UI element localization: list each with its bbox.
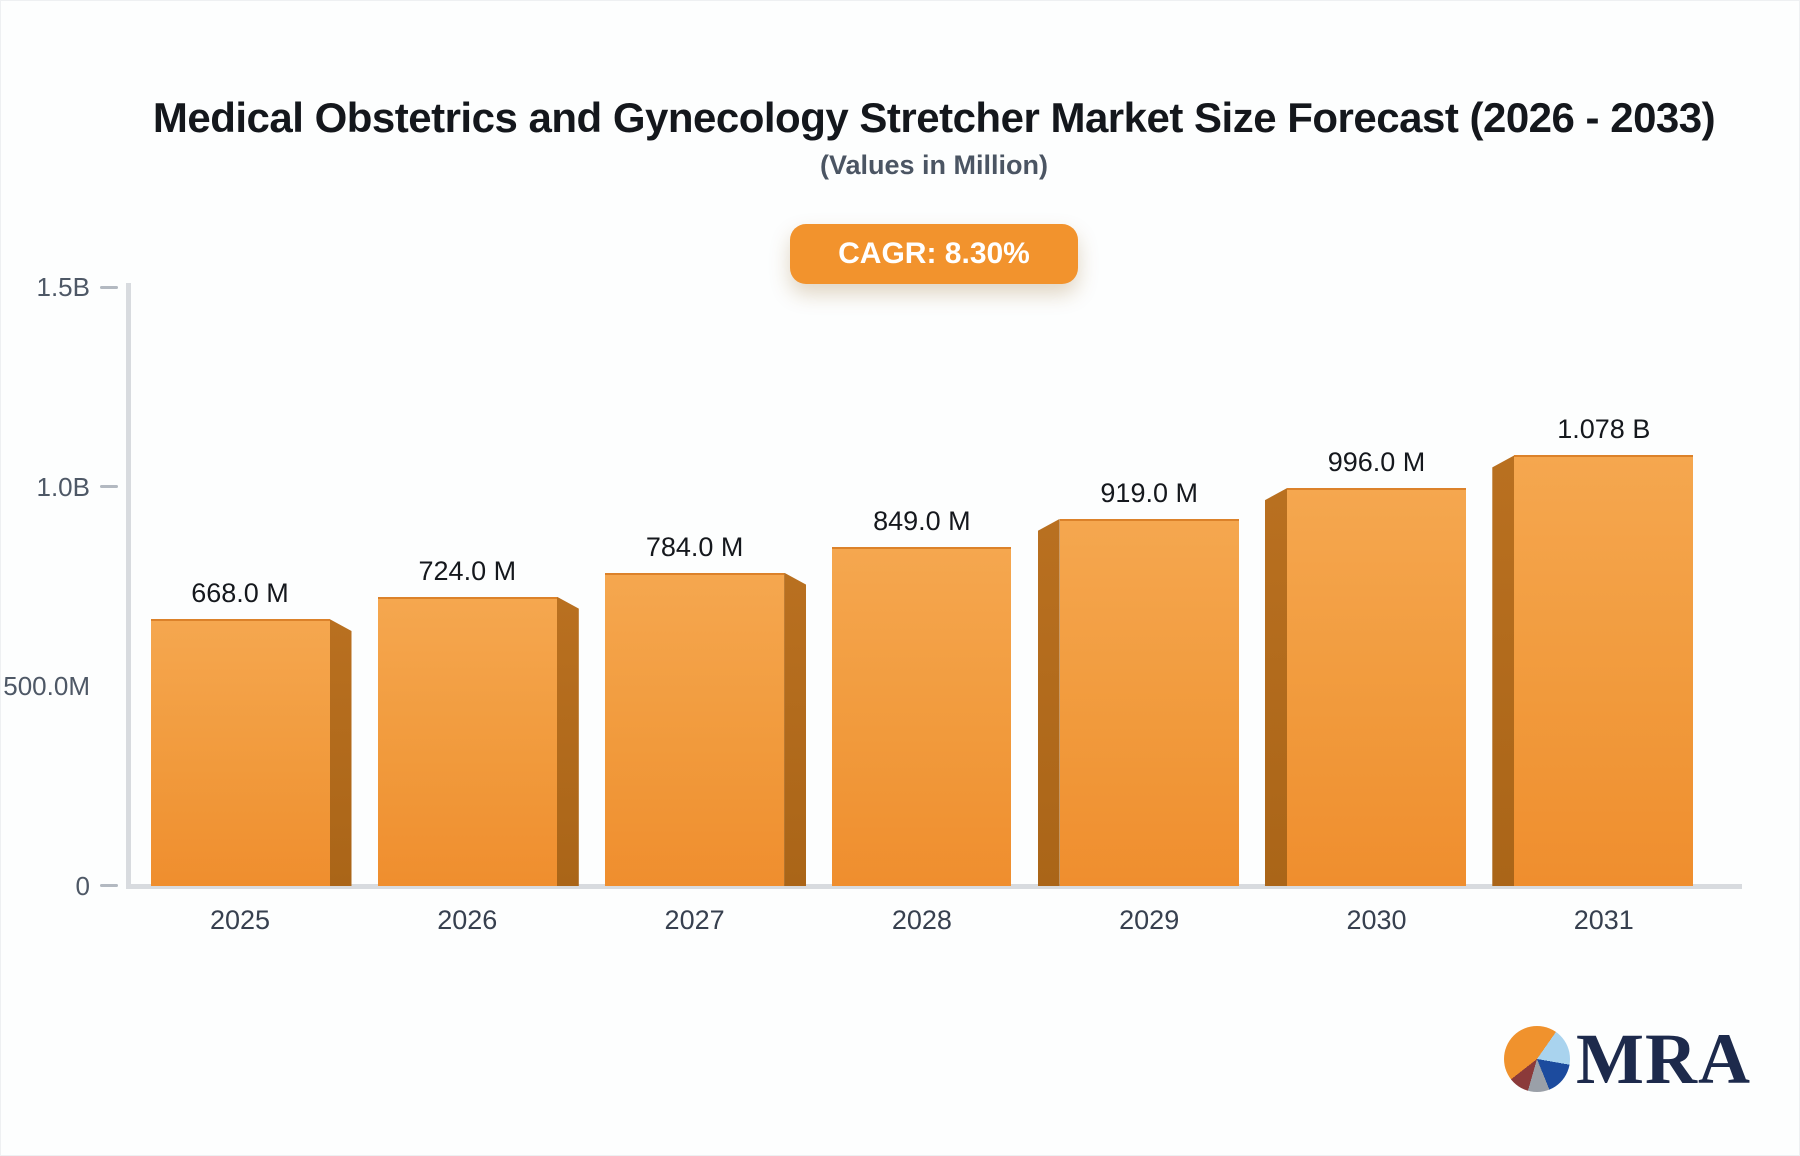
x-axis-line	[126, 884, 1742, 889]
x-axis-category-label: 2031	[1573, 905, 1634, 935]
cagr-badge-row: CAGR: 8.30%	[126, 224, 1742, 284]
bar-2027	[605, 572, 785, 886]
x-axis-category-label: 2027	[664, 905, 725, 935]
x-axis-category-label: 2028	[891, 905, 952, 935]
y-axis-tick-dash	[100, 884, 118, 887]
logo-text: MRA	[1576, 1019, 1751, 1099]
bar-side-2030	[1265, 488, 1287, 886]
mra-logo: MRA	[1504, 1019, 1751, 1099]
y-axis-tick-label: 500.0M	[3, 671, 90, 701]
y-axis-tick-label: 0	[75, 870, 90, 901]
cagr-badge: CAGR: 8.30%	[790, 224, 1078, 284]
bar-value-label: 919.0 M	[1100, 477, 1198, 508]
bar-2031	[1514, 455, 1694, 886]
bar-2030	[1287, 488, 1466, 886]
bar-value-label: 996.0 M	[1327, 447, 1426, 478]
bar-2029	[1059, 518, 1239, 886]
y-axis-line	[126, 283, 131, 889]
bar-value-label: 849.0 M	[873, 505, 971, 536]
bar-side-2025	[329, 618, 352, 886]
x-axis-category-label: 2025	[209, 905, 271, 935]
bar-side-2026	[556, 596, 579, 886]
x-axis-category-label: 2026	[437, 905, 498, 935]
x-axis-category-label: 2030	[1346, 905, 1407, 935]
x-axis-category-label: 2029	[1119, 905, 1180, 935]
bar-value-label: 784.0 M	[645, 531, 744, 562]
y-axis-tick-label: 1.0B	[36, 471, 91, 502]
bar-value-label: 724.0 M	[418, 555, 517, 586]
pie-chart-icon	[1504, 1026, 1570, 1092]
y-axis-tick-dash	[100, 485, 118, 488]
chart-title: Medical Obstetrics and Gynecology Stretc…	[152, 94, 1716, 141]
bar-side-2029	[1037, 518, 1060, 886]
chart-subtitle: (Values in Million)	[819, 150, 1049, 180]
bar-side-2031	[1492, 455, 1515, 886]
bar-2025	[150, 618, 330, 886]
y-axis-tick-label: 1.5B	[36, 272, 91, 302]
bar-value-label: 668.0 M	[191, 577, 289, 608]
bar-side-2027	[784, 572, 807, 886]
bar-2028	[832, 546, 1012, 886]
y-axis-tick-dash	[100, 285, 118, 289]
bar-value-label: 1.078 B	[1557, 414, 1651, 445]
bar-2026	[377, 596, 557, 886]
